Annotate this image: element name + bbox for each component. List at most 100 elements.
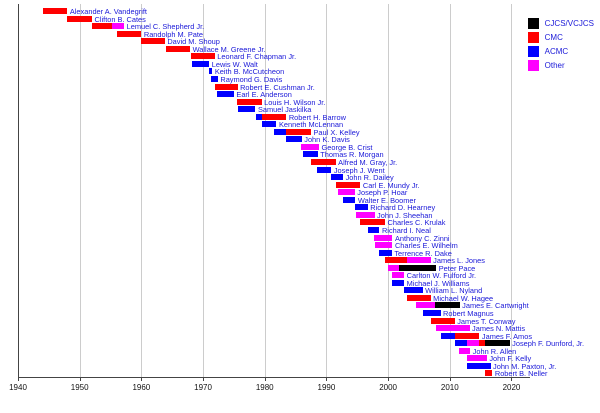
bar-segment-cmc[interactable] — [311, 159, 336, 165]
bar-row[interactable]: Robert E. Cushman Jr. — [0, 83, 600, 92]
bar-row[interactable]: Leonard F. Chapman Jr. — [0, 52, 600, 61]
bar-segment-cmc[interactable] — [286, 128, 311, 135]
bar-row[interactable]: Richard I. Neal — [0, 226, 600, 235]
bar-segment-acmc[interactable] — [302, 151, 318, 158]
bar-segment-cmc[interactable] — [406, 294, 431, 301]
bar-segment-cmc[interactable] — [67, 15, 93, 22]
bar-row[interactable]: Robert B. Neller — [0, 369, 600, 378]
bar-row[interactable]: Clifton B. Cates — [0, 15, 600, 24]
bar-row[interactable]: Wallace M. Greene Jr. — [0, 45, 600, 54]
bar-segment-other[interactable] — [356, 211, 375, 218]
bar-row[interactable]: Anthony C. Zinni — [0, 234, 600, 243]
bar-segment-acmc[interactable] — [454, 340, 468, 347]
bar-segment-cmc[interactable] — [385, 257, 407, 264]
bar-row[interactable]: Randolph M. Pate — [0, 30, 600, 39]
bar-segment-acmc[interactable] — [211, 75, 218, 82]
bar-row[interactable]: George B. Crist — [0, 143, 600, 152]
bar-segment-other[interactable] — [112, 23, 125, 30]
bar-segment-acmc[interactable] — [317, 166, 332, 173]
bar-segment-acmc[interactable] — [274, 128, 287, 135]
bar-row[interactable]: James T. Conway — [0, 317, 600, 326]
bar-segment-other[interactable] — [415, 302, 435, 309]
bar-segment-other[interactable] — [406, 257, 431, 264]
bar-row[interactable]: Robert Magnus — [0, 309, 600, 318]
bar-segment-cmc[interactable] — [261, 113, 287, 120]
bar-segment-cmc[interactable] — [190, 53, 215, 60]
bar-segment-cmc[interactable] — [454, 332, 480, 339]
bar-row[interactable]: Charles C. Krulak — [0, 218, 600, 227]
bar-segment-cmc[interactable] — [42, 8, 68, 14]
bar-segment-cmc[interactable] — [335, 181, 361, 188]
bar-segment-acmc[interactable] — [367, 226, 380, 233]
bar-segment-cmc[interactable] — [92, 23, 113, 30]
bar-row[interactable]: John R. Allen — [0, 347, 600, 356]
bar-row[interactable]: James E. Cartwright — [0, 301, 600, 310]
bar-row[interactable]: Alexander A. Vandegrift — [0, 7, 600, 16]
bar-row[interactable]: Earl E. Anderson — [0, 90, 600, 99]
bar-segment-acmc[interactable] — [355, 204, 368, 211]
bar-segment-acmc[interactable] — [467, 362, 491, 369]
bar-row[interactable]: Carl E. Mundy Jr. — [0, 181, 600, 190]
bar-row[interactable]: Joseph F. Dunford, Jr. — [0, 339, 600, 348]
bar-segment-acmc[interactable] — [208, 68, 213, 75]
bar-row[interactable]: Alfred M. Gray, Jr. — [0, 158, 600, 167]
bar-segment-acmc[interactable] — [261, 121, 277, 128]
bar-row[interactable]: John F. Kelly — [0, 354, 600, 363]
legend-item[interactable]: Other — [527, 60, 594, 71]
bar-row[interactable]: Samuel Jaskilka — [0, 105, 600, 114]
bar-row[interactable]: William L. Nyland — [0, 286, 600, 295]
bar-segment-acmc[interactable] — [422, 310, 441, 316]
bar-segment-acmc[interactable] — [256, 113, 262, 120]
bar-segment-cmc[interactable] — [166, 45, 191, 52]
bar-row[interactable]: Raymond G. Davis — [0, 75, 600, 84]
bar-segment-other[interactable] — [300, 143, 320, 150]
legend-item[interactable]: CMC — [527, 32, 594, 43]
bar-segment-other[interactable] — [391, 272, 405, 279]
bar-row[interactable]: Michael J. Williams — [0, 279, 600, 288]
bar-segment-acmc[interactable] — [404, 287, 423, 294]
bar-row[interactable]: Joseph P. Hoar — [0, 188, 600, 197]
bar-row[interactable]: Richard D. Hearney — [0, 203, 600, 212]
bar-row[interactable]: Peter Pace — [0, 264, 600, 273]
bar-segment-acmc[interactable] — [217, 91, 234, 98]
bar-row[interactable]: James N. Mattis — [0, 324, 600, 333]
bar-segment-other[interactable] — [388, 264, 399, 271]
bar-segment-acmc[interactable] — [391, 279, 405, 286]
bar-segment-acmc[interactable] — [343, 196, 356, 203]
bar-row[interactable]: Keith B. McCutcheon — [0, 67, 600, 76]
bar-row[interactable]: John R. Dailey — [0, 173, 600, 182]
bar-segment-acmc[interactable] — [379, 249, 392, 256]
bar-row[interactable]: Carlton W. Fulford Jr. — [0, 271, 600, 280]
legend-item[interactable]: CJCS/VCJCS — [527, 18, 594, 29]
bar-segment-cjcs-vcjcs[interactable] — [484, 340, 510, 347]
bar-segment-other[interactable] — [459, 347, 471, 354]
bar-row[interactable]: Michael W. Hagee — [0, 294, 600, 303]
bar-segment-cmc[interactable] — [484, 370, 493, 377]
bar-row[interactable]: Kenneth McLennan — [0, 120, 600, 129]
bar-row[interactable]: Louis H. Wilson Jr. — [0, 98, 600, 107]
bar-row[interactable]: James L. Jones — [0, 256, 600, 265]
bar-segment-acmc[interactable] — [286, 136, 302, 143]
bar-row[interactable]: Walter E. Boomer — [0, 196, 600, 205]
legend-item[interactable]: ACMC — [527, 46, 594, 57]
bar-segment-cmc[interactable] — [141, 38, 165, 45]
bar-segment-other[interactable] — [436, 325, 470, 332]
bar-segment-other[interactable] — [467, 355, 487, 362]
bar-row[interactable]: Thomas R. Morgan — [0, 150, 600, 159]
bar-segment-acmc[interactable] — [237, 106, 256, 113]
bar-row[interactable]: Charles E. Wilhelm — [0, 241, 600, 250]
bar-row[interactable]: Lewis W. Walt — [0, 60, 600, 69]
bar-segment-acmc[interactable] — [191, 60, 210, 67]
bar-row[interactable]: John K. Davis — [0, 135, 600, 144]
bar-segment-cjcs-vcjcs[interactable] — [435, 302, 460, 309]
bar-row[interactable]: John M. Paxton, Jr. — [0, 362, 600, 371]
bar-row[interactable]: Robert H. Barrow — [0, 113, 600, 122]
bar-segment-acmc[interactable] — [331, 174, 344, 181]
bar-row[interactable]: James F. Amos — [0, 332, 600, 341]
bar-segment-cmc[interactable] — [215, 83, 238, 90]
bar-segment-other[interactable] — [374, 242, 393, 249]
bar-segment-cmc[interactable] — [236, 98, 262, 105]
bar-segment-other[interactable] — [373, 234, 393, 241]
bar-segment-cjcs-vcjcs[interactable] — [398, 264, 437, 271]
bar-segment-cmc[interactable] — [360, 219, 386, 226]
